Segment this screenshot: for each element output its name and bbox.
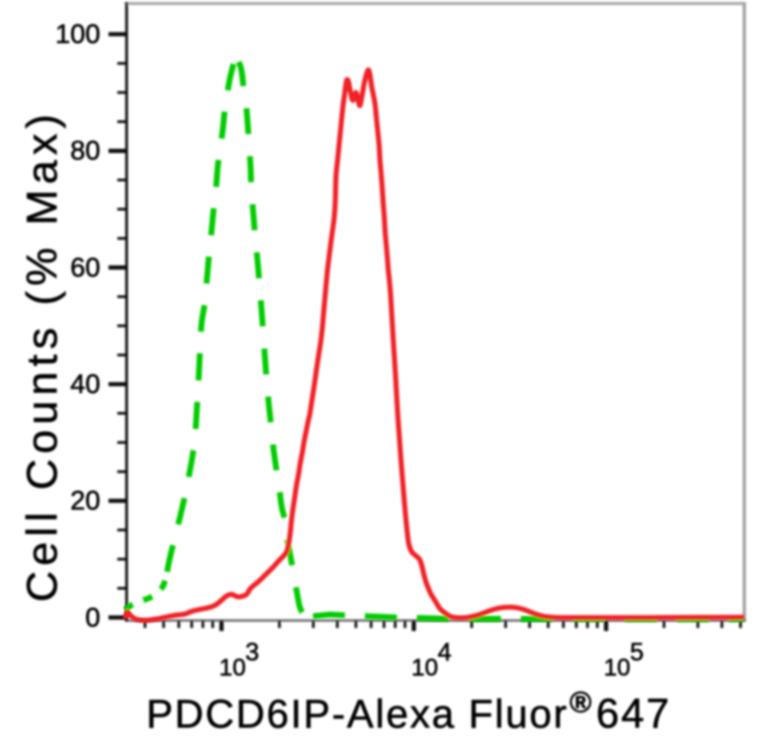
svg-text:80: 80	[70, 136, 100, 166]
svg-text:647: 647	[596, 690, 671, 737]
svg-text:10: 10	[411, 655, 438, 682]
svg-text:3: 3	[245, 639, 259, 667]
svg-text:®: ®	[570, 687, 592, 720]
svg-text:PDCD6IP-Alexa Fluor: PDCD6IP-Alexa Fluor	[146, 693, 568, 737]
svg-text:Cell Counts (% Max): Cell Counts (% Max)	[19, 109, 67, 602]
svg-text:40: 40	[70, 369, 100, 399]
svg-text:0: 0	[85, 602, 100, 632]
svg-text:5: 5	[630, 639, 644, 667]
svg-text:100: 100	[55, 19, 100, 49]
svg-text:10: 10	[219, 655, 246, 682]
svg-text:10: 10	[604, 655, 631, 682]
svg-text:60: 60	[70, 252, 100, 282]
svg-text:4: 4	[438, 639, 452, 667]
svg-text:20: 20	[70, 486, 100, 516]
